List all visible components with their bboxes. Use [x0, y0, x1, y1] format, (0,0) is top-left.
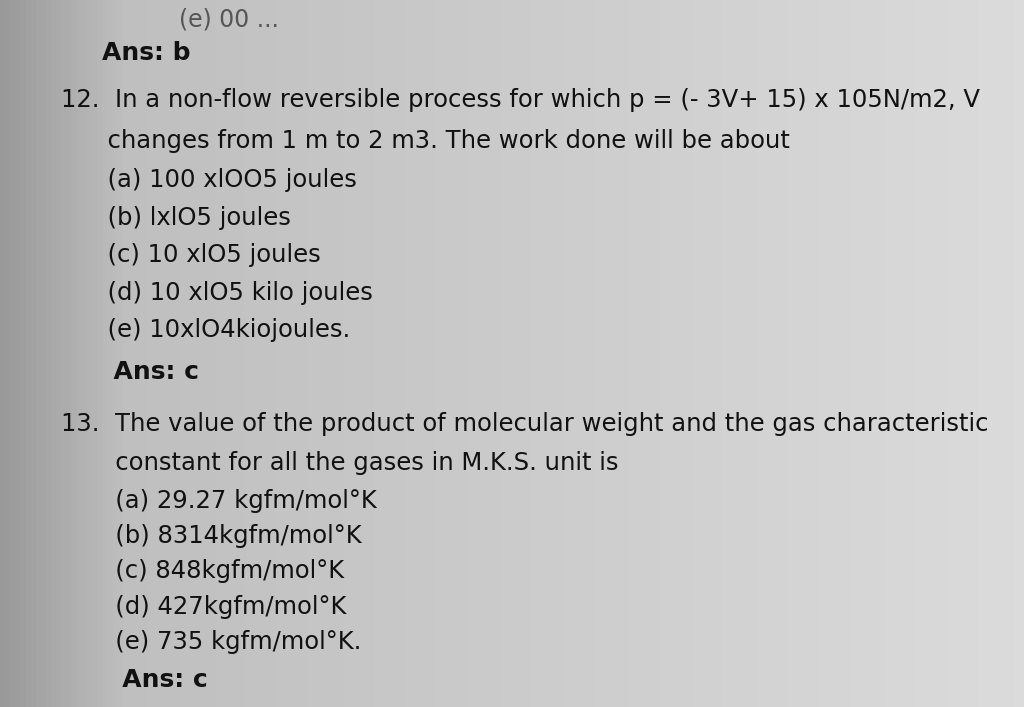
Text: (b) 8314kgfm/mol°K: (b) 8314kgfm/mol°K [61, 524, 362, 548]
Text: (a) 29.27 kgfm/mol°K: (a) 29.27 kgfm/mol°K [61, 489, 377, 513]
Text: (c) 10 xlO5 joules: (c) 10 xlO5 joules [61, 243, 322, 267]
Text: (e) 10xlO4kiojoules.: (e) 10xlO4kiojoules. [61, 318, 350, 342]
Text: (d) 427kgfm/mol°K: (d) 427kgfm/mol°K [61, 595, 347, 619]
Text: (d) 10 xlO5 kilo joules: (d) 10 xlO5 kilo joules [61, 281, 374, 305]
Text: constant for all the gases in M.K.S. unit is: constant for all the gases in M.K.S. uni… [61, 451, 618, 475]
Text: (e) 00 ...: (e) 00 ... [179, 8, 280, 32]
Text: 13.  The value of the product of molecular weight and the gas characteristic: 13. The value of the product of molecula… [61, 412, 989, 436]
Text: (e) 735 kgfm/mol°K.: (e) 735 kgfm/mol°K. [61, 630, 361, 654]
Text: (c) 848kgfm/mol°K: (c) 848kgfm/mol°K [61, 559, 344, 583]
Text: Ans: c: Ans: c [61, 360, 200, 384]
Text: (a) 100 xlOO5 joules: (a) 100 xlOO5 joules [61, 168, 357, 192]
Text: Ans: c: Ans: c [61, 668, 208, 692]
Text: 12.  In a non-flow reversible process for which p = (- 3V+ 15) x 105N/m2, V: 12. In a non-flow reversible process for… [61, 88, 980, 112]
Text: changes from 1 m to 2 m3. The work done will be about: changes from 1 m to 2 m3. The work done … [61, 129, 791, 153]
Text: Ans: b: Ans: b [102, 41, 190, 65]
Text: (b) lxlO5 joules: (b) lxlO5 joules [61, 206, 291, 230]
